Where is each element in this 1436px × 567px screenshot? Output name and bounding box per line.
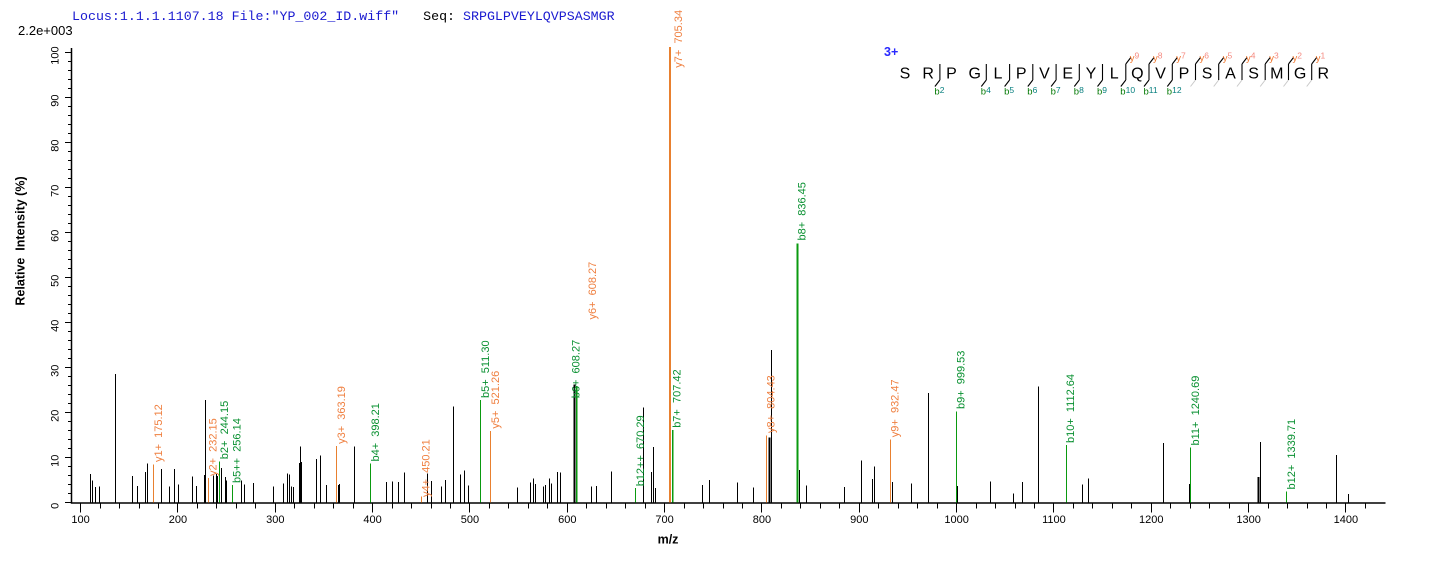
svg-text:100: 100: [50, 46, 62, 64]
svg-text:Relative Intensity (%): Relative Intensity (%): [13, 176, 27, 305]
svg-text:60: 60: [50, 230, 62, 242]
svg-text:400: 400: [363, 514, 381, 526]
svg-text:b12+ 1339.71: b12+ 1339.71: [1286, 419, 1298, 490]
svg-text:b12: b12: [1167, 85, 1182, 98]
svg-text:V: V: [1155, 66, 1166, 83]
svg-text:R: R: [922, 66, 934, 83]
svg-text:500: 500: [461, 514, 479, 526]
svg-text:S: S: [1202, 66, 1213, 83]
svg-text:70: 70: [50, 185, 62, 197]
svg-text:b12++ 670.29: b12++ 670.29: [635, 415, 647, 486]
svg-text:E: E: [1062, 66, 1073, 83]
svg-text:y1: y1: [1316, 51, 1326, 65]
svg-text:S: S: [1248, 66, 1259, 83]
svg-text:20: 20: [50, 410, 62, 422]
svg-text:40: 40: [50, 320, 62, 332]
svg-text:1400: 1400: [1334, 514, 1358, 526]
svg-text:b7: b7: [1051, 85, 1061, 98]
svg-text:b5: b5: [1004, 85, 1014, 98]
svg-text:1100: 1100: [1042, 514, 1066, 526]
svg-text:y4: y4: [1246, 51, 1256, 65]
svg-text:1300: 1300: [1236, 514, 1260, 526]
svg-text:1000: 1000: [944, 514, 968, 526]
svg-text:2.2e+003: 2.2e+003: [18, 23, 73, 38]
svg-text:b7+ 707.42: b7+ 707.42: [671, 369, 683, 427]
svg-text:200: 200: [169, 514, 187, 526]
svg-text:b4: b4: [981, 85, 991, 98]
svg-text:50: 50: [50, 275, 62, 287]
svg-text:M: M: [1270, 66, 1283, 83]
svg-text:10: 10: [50, 455, 62, 467]
svg-text:y4+ 450.21: y4+ 450.21: [421, 439, 433, 497]
svg-text:y1+ 175.12: y1+ 175.12: [153, 404, 165, 462]
svg-text:b11+ 1240.69: b11+ 1240.69: [1190, 376, 1202, 446]
svg-text:G: G: [1294, 66, 1306, 83]
svg-text:Locus:1.1.1.1107.18 File:"YP_0: Locus:1.1.1.1107.18 File:"YP_002_ID.wiff…: [72, 9, 615, 24]
svg-text:y5+ 521.26: y5+ 521.26: [490, 371, 502, 429]
svg-text:P: P: [946, 66, 957, 83]
svg-text:b9+ 999.53: b9+ 999.53: [956, 351, 968, 409]
svg-text:A: A: [1225, 66, 1236, 83]
svg-text:y3: y3: [1269, 51, 1279, 65]
svg-text:600: 600: [558, 514, 576, 526]
svg-text:b2: b2: [934, 85, 944, 98]
svg-text:V: V: [1039, 66, 1050, 83]
svg-text:y6+ 608.27: y6+ 608.27: [587, 262, 599, 320]
svg-text:1200: 1200: [1139, 514, 1163, 526]
svg-text:m/z: m/z: [658, 533, 679, 547]
svg-text:b10+ 1112.64: b10+ 1112.64: [1065, 374, 1077, 443]
svg-text:L: L: [1110, 66, 1119, 83]
svg-text:b5+ 511.30: b5+ 511.30: [480, 340, 492, 398]
svg-text:b4+ 398.21: b4+ 398.21: [370, 403, 382, 461]
svg-text:800: 800: [753, 514, 771, 526]
svg-text:y6: y6: [1200, 51, 1210, 65]
svg-text:100: 100: [71, 514, 89, 526]
svg-text:b6+ 608.27: b6+ 608.27: [571, 340, 583, 398]
svg-text:y3+ 363.19: y3+ 363.19: [336, 386, 348, 444]
svg-text:y2+ 232.15: y2+ 232.15: [208, 418, 220, 476]
svg-text:P: P: [1016, 66, 1027, 83]
svg-text:0: 0: [50, 503, 62, 509]
svg-text:y9+ 932.47: y9+ 932.47: [890, 379, 902, 437]
svg-text:y7: y7: [1176, 51, 1186, 65]
svg-text:300: 300: [266, 514, 284, 526]
svg-text:30: 30: [50, 365, 62, 377]
svg-text:y9: y9: [1130, 51, 1140, 65]
svg-text:90: 90: [50, 94, 62, 106]
svg-text:G: G: [968, 66, 980, 83]
svg-text:Y: Y: [1086, 66, 1097, 83]
svg-text:y2: y2: [1293, 51, 1303, 65]
svg-text:S: S: [900, 66, 911, 83]
svg-text:Q: Q: [1131, 66, 1143, 83]
svg-text:b8+ 836.45: b8+ 836.45: [797, 182, 809, 240]
svg-text:y5: y5: [1223, 51, 1233, 65]
svg-text:b6: b6: [1027, 85, 1037, 98]
svg-text:700: 700: [655, 514, 673, 526]
svg-text:b10: b10: [1120, 85, 1135, 98]
svg-text:L: L: [994, 66, 1003, 83]
svg-text:b9: b9: [1097, 85, 1107, 98]
svg-text:b11: b11: [1144, 85, 1158, 98]
svg-text:y7+ 705.34: y7+ 705.34: [673, 10, 685, 68]
svg-text:80: 80: [50, 139, 62, 151]
svg-text:y8+ 804.43: y8+ 804.43: [766, 375, 778, 433]
svg-text:900: 900: [850, 514, 868, 526]
svg-text:y8: y8: [1153, 51, 1163, 65]
svg-text:3+: 3+: [884, 45, 898, 59]
svg-text:b2+ 244.15: b2+ 244.15: [219, 401, 231, 459]
svg-text:b8: b8: [1074, 85, 1084, 98]
svg-text:R: R: [1318, 66, 1330, 83]
svg-text:b5++ 256.14: b5++ 256.14: [232, 418, 244, 483]
svg-text:P: P: [1179, 66, 1190, 83]
